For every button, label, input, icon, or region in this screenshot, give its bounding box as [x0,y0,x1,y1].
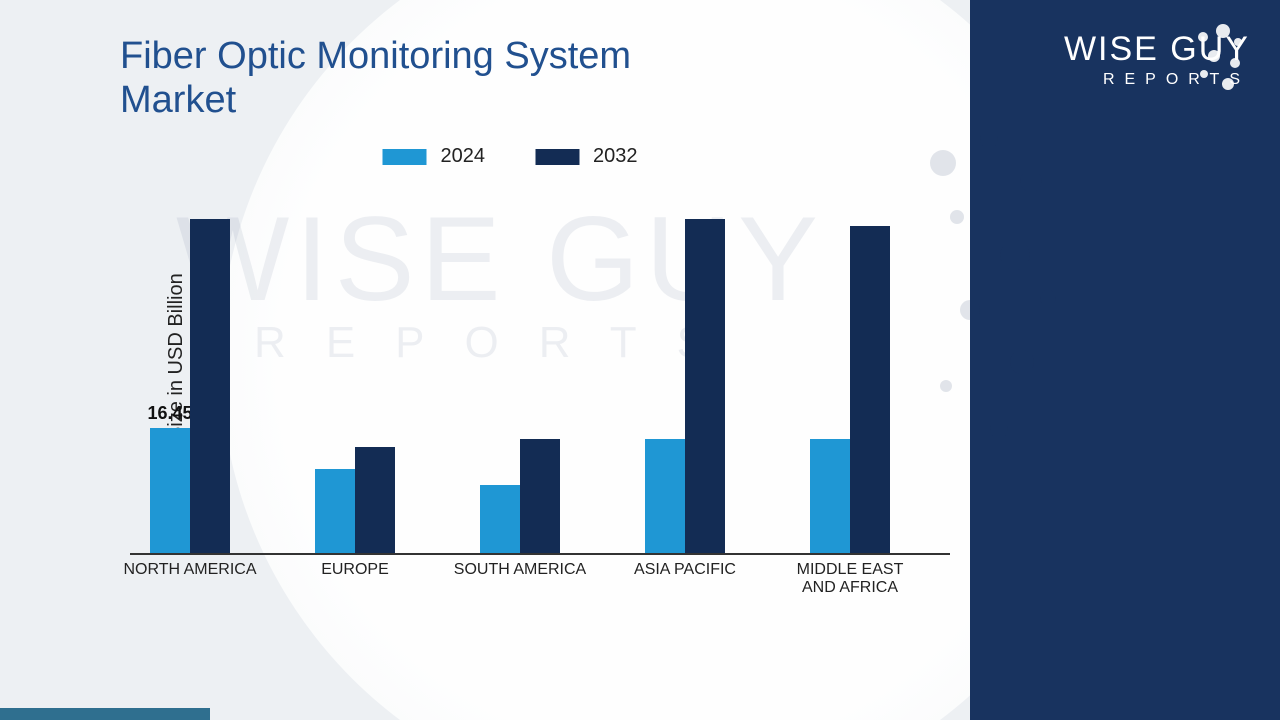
category-label: ASIA PACIFIC [615,553,755,579]
plot-area: 16.45NORTH AMERICAEUROPESOUTH AMERICAASI… [130,175,950,555]
bar-a [810,439,850,553]
category-label: SOUTH AMERICA [450,553,590,579]
bar-a [315,469,355,553]
page: WISE GUY REPORTS Fiber Optic Monitoring … [0,0,1280,720]
category-label: MIDDLE EAST AND AFRICA [780,553,920,598]
bar-a [480,485,520,553]
legend-swatch-2032 [535,149,579,165]
legend-label-2032: 2032 [593,145,638,168]
legend-label-2024: 2024 [441,145,486,168]
bar-b [355,447,395,553]
chart: Market Size in USD Billion 2024 2032 16.… [70,155,950,625]
legend-swatch-2024 [383,149,427,165]
decor-bottom-bar [0,708,210,720]
bar-b [520,439,560,553]
logo-head-icon [1188,24,1258,104]
page-title: Fiber Optic Monitoring System Market [120,35,740,122]
bar-a [150,428,190,553]
legend-item-2032: 2032 [535,145,638,168]
legend-item-2024: 2024 [383,145,486,168]
bar-b [685,219,725,553]
bar-b [850,226,890,553]
category-label: NORTH AMERICA [120,553,260,579]
legend: 2024 2032 [383,145,638,168]
bar-b [190,219,230,553]
bar-value-label: 16.45 [147,403,192,424]
brand-logo: WISE GUY REPORTS [1064,30,1250,89]
category-label: EUROPE [285,553,425,579]
bar-a [645,439,685,553]
